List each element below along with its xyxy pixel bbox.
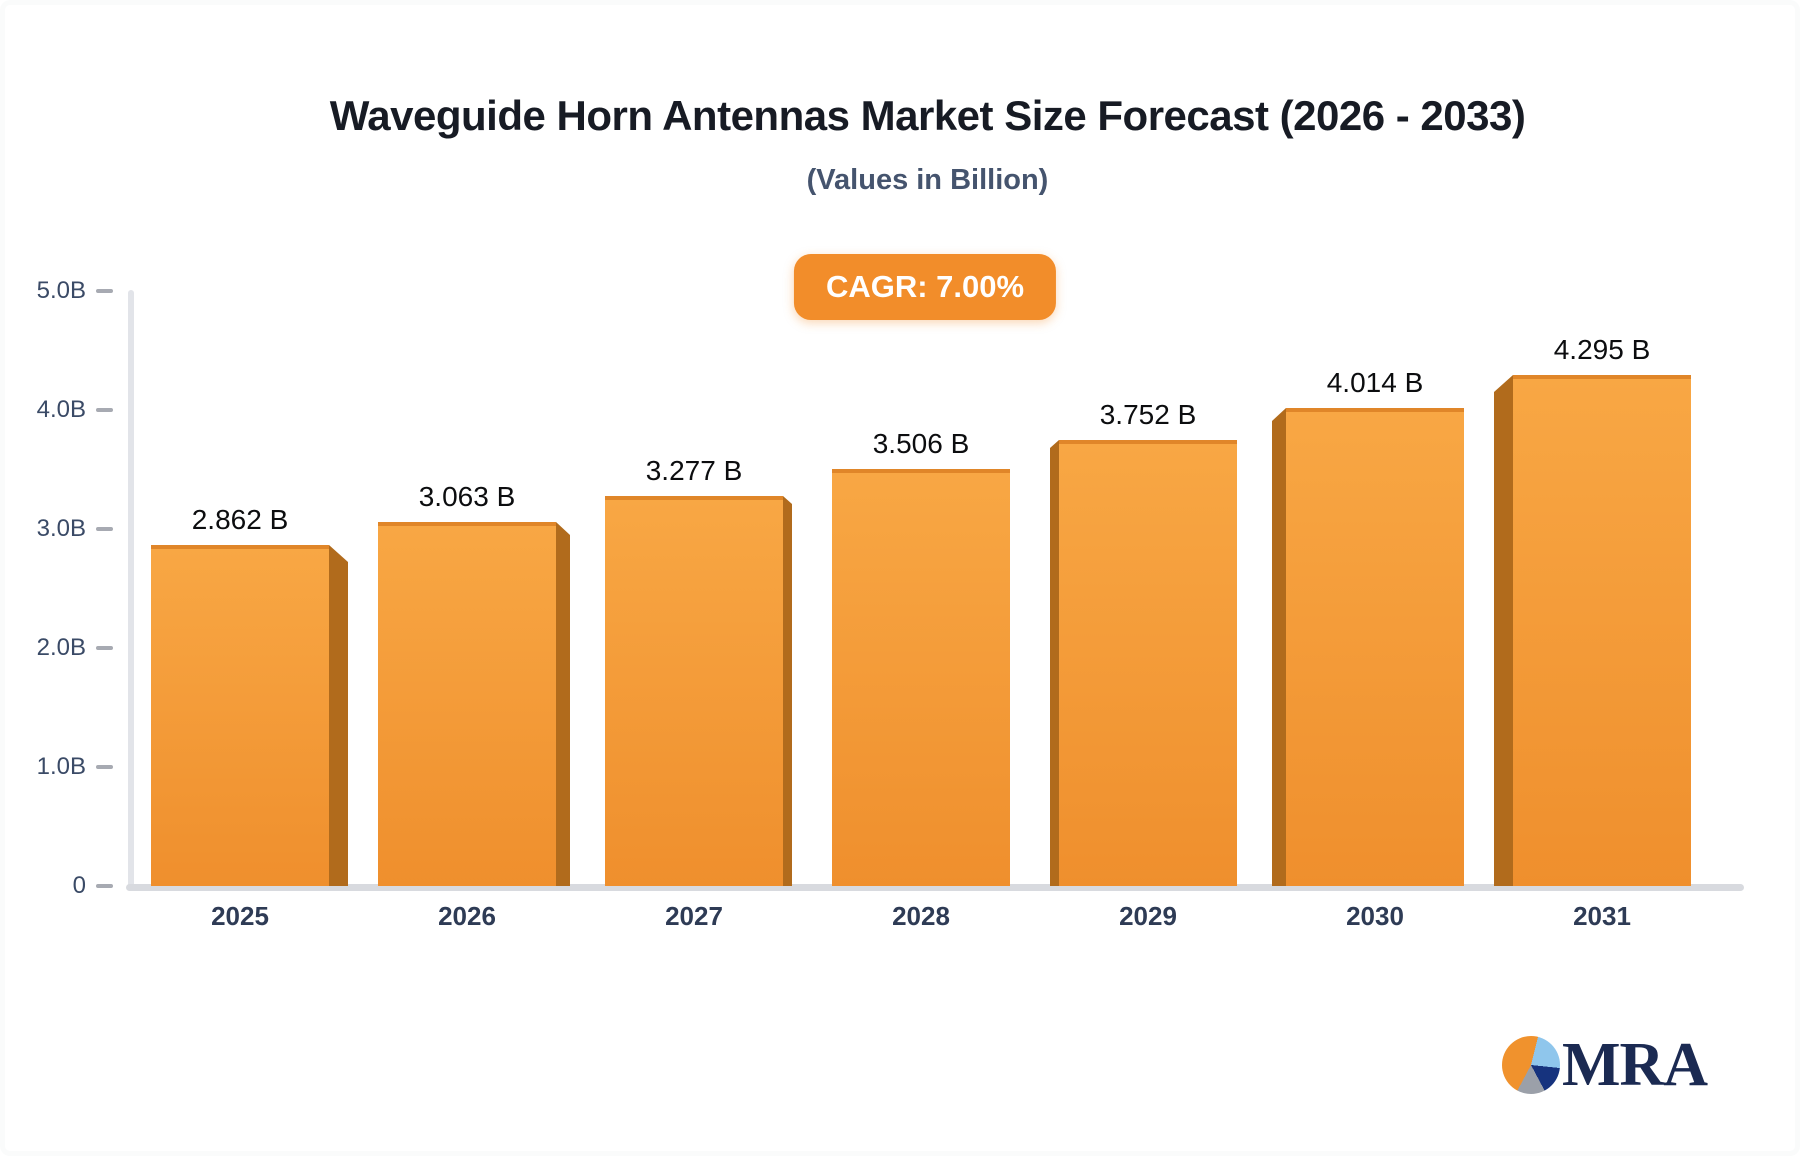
pie-chart-logo-icon (1502, 1036, 1560, 1094)
bar-2028 (832, 469, 1010, 886)
y-axis-label: 3.0B (36, 515, 86, 542)
y-tick-mark (96, 408, 113, 412)
y-tick-mark (96, 289, 113, 293)
bar-value-label: 3.506 B (872, 428, 970, 459)
logo-text: MRA (1562, 1031, 1708, 1099)
y-axis-label: 5.0B (36, 277, 86, 304)
bar-value-label: 3.063 B (418, 481, 516, 512)
bar-value-label: 3.752 B (1099, 399, 1197, 430)
y-tick-mark (96, 884, 113, 888)
x-axis-label: 2025 (211, 901, 269, 931)
chart-header: Waveguide Horn Antennas Market Size Fore… (55, 92, 1800, 197)
bar-value-label: 4.295 B (1553, 334, 1651, 365)
bar-3d-side (1272, 408, 1286, 886)
bar-2025 (151, 545, 329, 886)
bar-3d-side (783, 496, 792, 886)
x-axis-label: 2030 (1346, 901, 1404, 931)
x-axis-label: 2026 (438, 901, 496, 931)
x-axis-label: 2027 (665, 901, 723, 931)
bar-3d-side (556, 522, 570, 886)
x-axis-label: 2029 (1119, 901, 1177, 931)
bar-2030 (1286, 408, 1464, 886)
mra-logo: MRA (1502, 1031, 1708, 1099)
y-axis-label: 4.0B (36, 396, 86, 423)
bar-2029 (1059, 440, 1237, 886)
bar-3d-side (1050, 440, 1059, 886)
y-tick-mark (96, 527, 113, 531)
x-axis-label: 2031 (1573, 901, 1631, 931)
bar-2026 (378, 522, 556, 886)
bar-value-label: 3.277 B (645, 455, 743, 486)
bar-2027 (605, 496, 783, 886)
bar-3d-side (329, 545, 348, 886)
chart-title: Waveguide Horn Antennas Market Size Fore… (329, 92, 1526, 139)
x-axis-label: 2028 (892, 901, 950, 931)
bar-3d-side (1494, 375, 1513, 886)
y-axis-label: 1.0B (36, 753, 86, 780)
bar-value-label: 2.862 B (191, 504, 289, 535)
y-axis-label: 0 (72, 872, 86, 899)
y-axis-line (128, 290, 134, 888)
bar-2031 (1513, 375, 1691, 886)
y-axis-label: 2.0B (36, 634, 86, 661)
x-axis-line (126, 884, 1744, 891)
chart-subtitle: (Values in Billion) (806, 164, 1049, 196)
bar-value-label: 4.014 B (1326, 367, 1424, 398)
y-tick-mark (96, 646, 113, 650)
y-tick-mark (96, 765, 113, 769)
cagr-badge: CAGR: 7.00% (793, 254, 1057, 320)
